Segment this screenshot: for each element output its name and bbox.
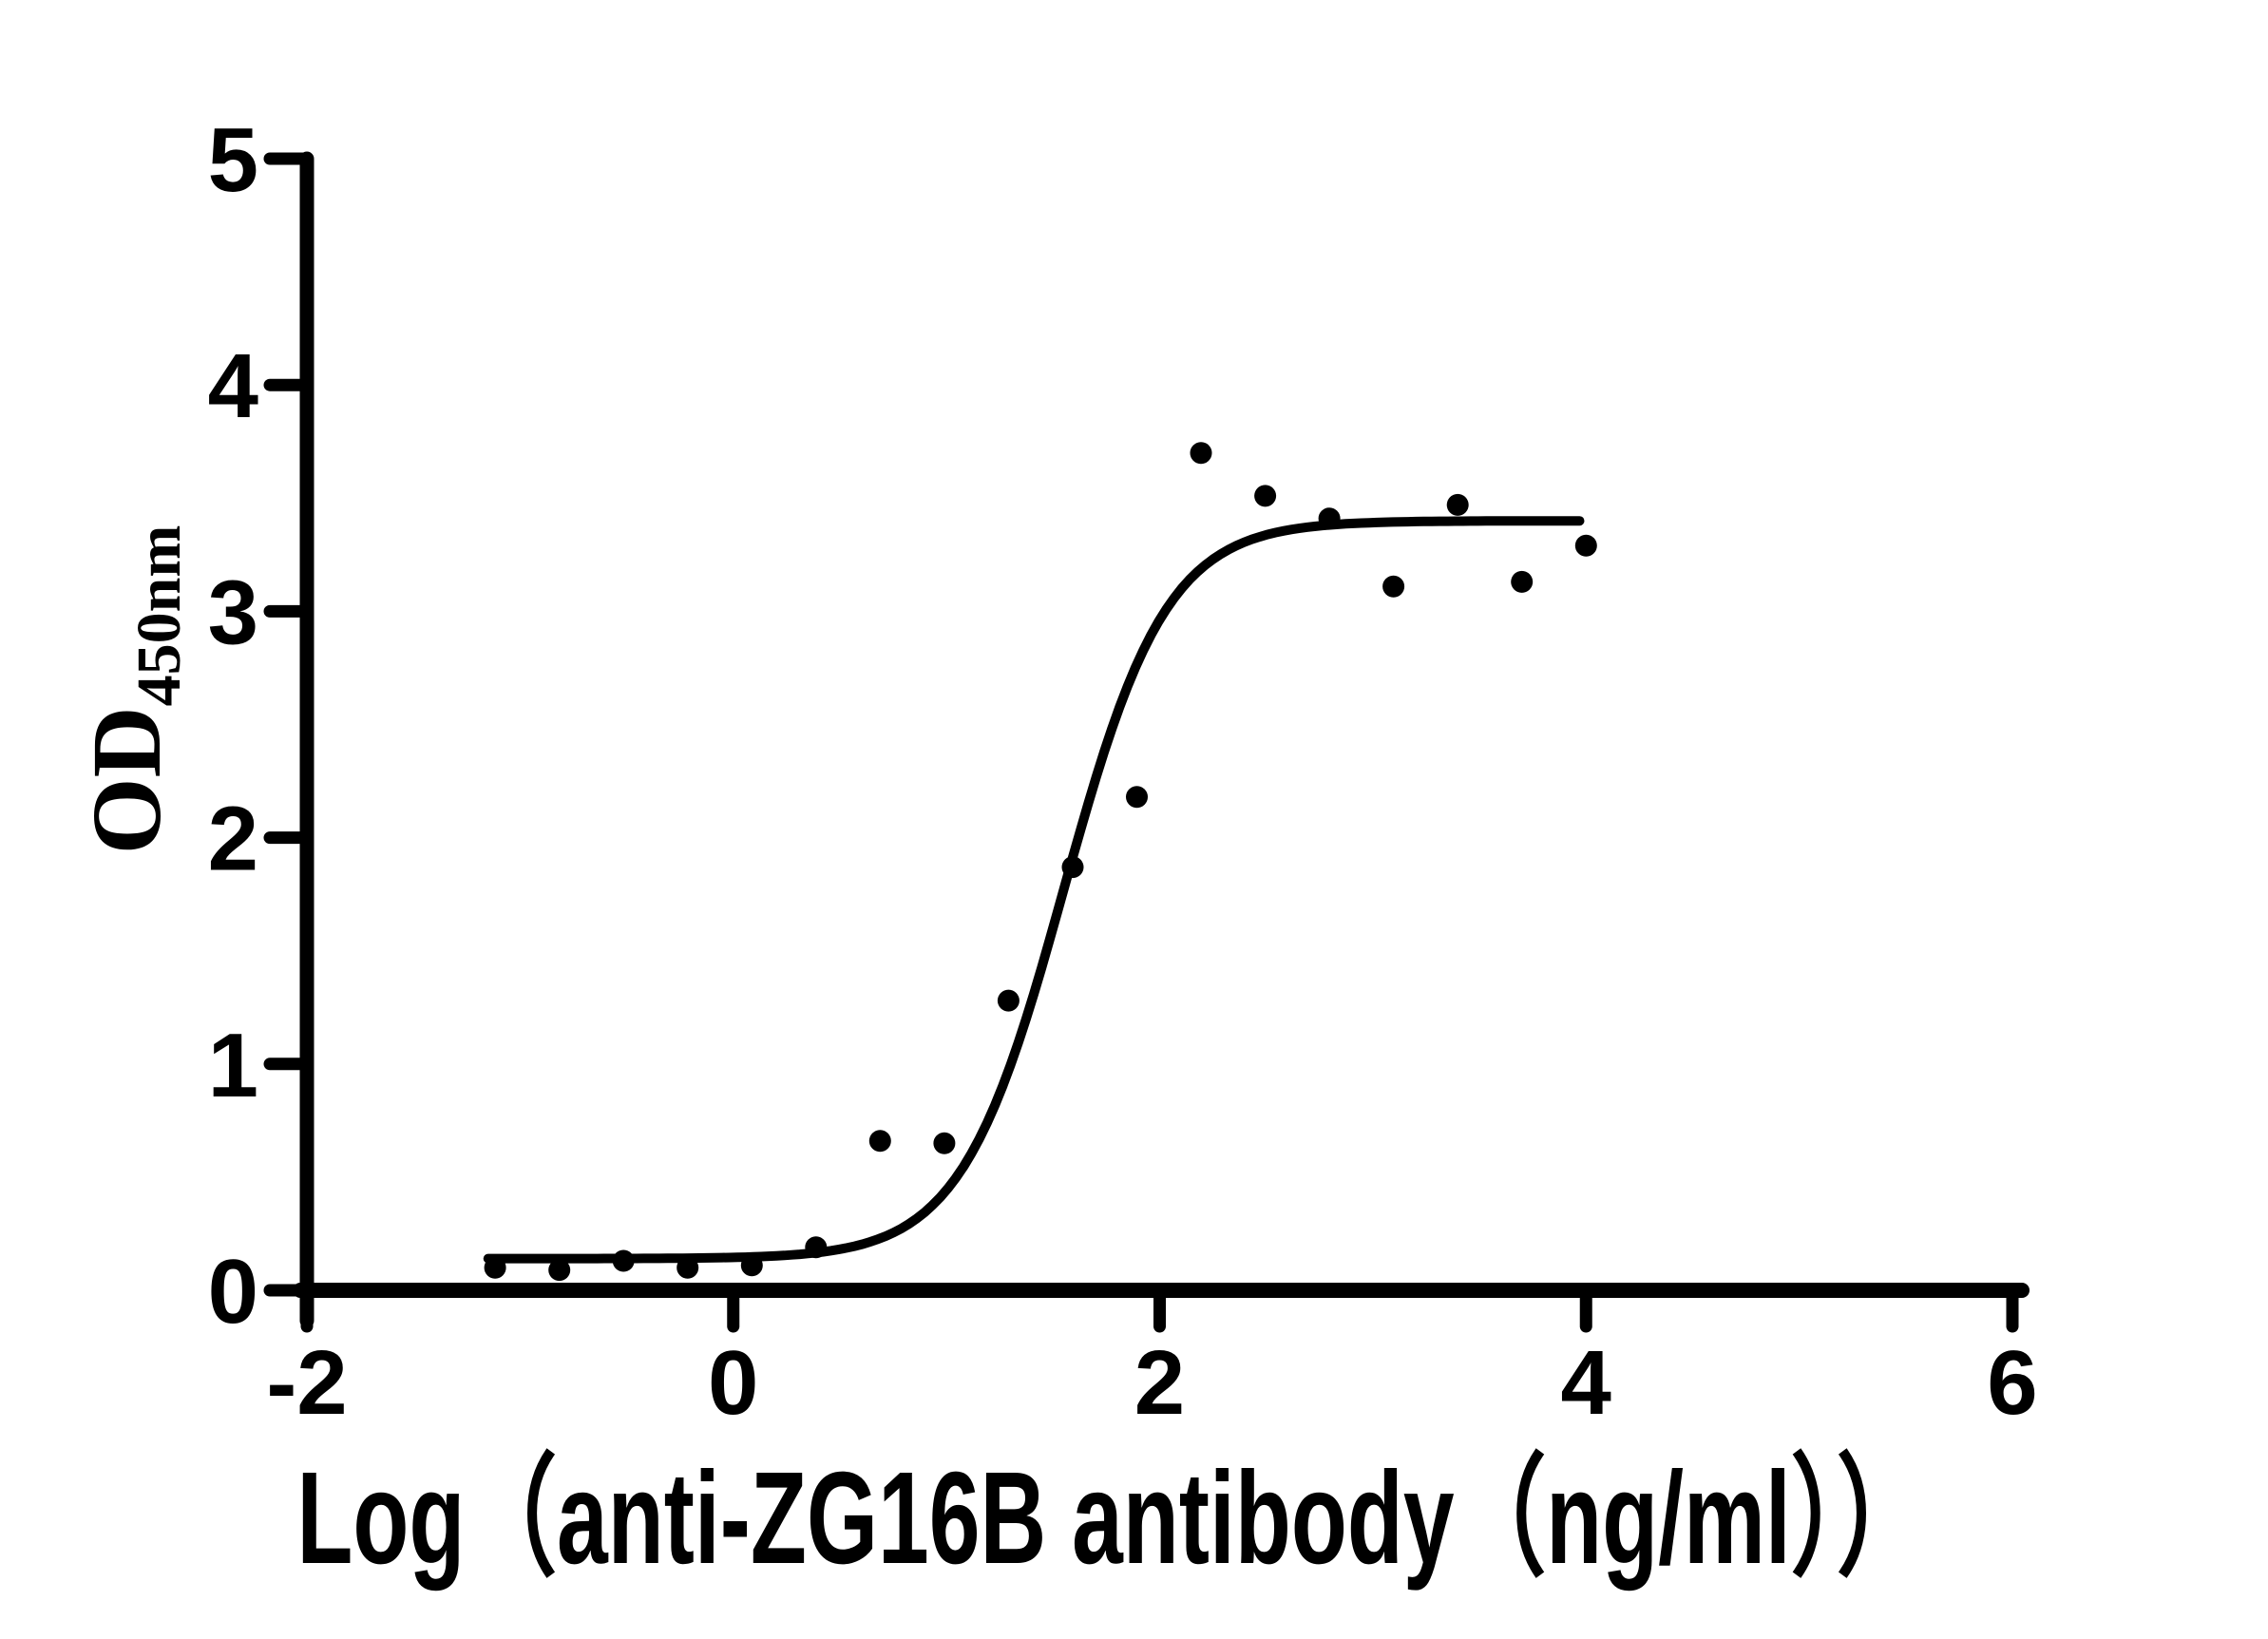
data-point (933, 1132, 956, 1154)
data-point (1574, 534, 1597, 557)
y-tick-label: 4 (208, 335, 258, 437)
y-tick-label: 1 (208, 1015, 258, 1116)
svg-text:OD450nm: OD450nm (72, 525, 194, 855)
data-point (1190, 442, 1212, 465)
data-point (1382, 575, 1405, 598)
x-tick-label: -2 (266, 1332, 347, 1434)
data-point (484, 1256, 506, 1279)
data-point (1061, 856, 1084, 879)
data-point (1446, 493, 1469, 516)
data-point (1318, 507, 1341, 530)
y-axis-title: OD450nm (72, 525, 194, 855)
data-point (805, 1236, 828, 1259)
data-point (740, 1254, 763, 1277)
data-point (868, 1130, 891, 1153)
y-axis-title-main: OD (72, 706, 181, 854)
data-point (997, 989, 1020, 1012)
fit-curve (483, 516, 1585, 1264)
x-tick-label: 4 (1561, 1332, 1611, 1434)
x-tick-label: 6 (1987, 1332, 2037, 1434)
y-tick-label: 5 (208, 109, 258, 211)
data-series (483, 442, 1597, 1282)
data-point (1126, 786, 1148, 809)
data-point (677, 1256, 699, 1279)
y-tick-label: 3 (208, 562, 258, 663)
x-tick-label: 0 (708, 1332, 758, 1434)
data-point (1511, 570, 1534, 593)
y-tick-label: 2 (208, 789, 258, 890)
y-axis-title-subscript: 450nm (124, 525, 194, 707)
data-point (1254, 485, 1277, 507)
data-point (612, 1249, 635, 1272)
y-tick-label: 0 (208, 1241, 258, 1343)
x-tick-label: 2 (1134, 1332, 1185, 1434)
data-point (548, 1259, 571, 1282)
x-axis-title: Log（anti-ZG16B antibody（ng/ml）） (296, 1445, 1928, 1591)
